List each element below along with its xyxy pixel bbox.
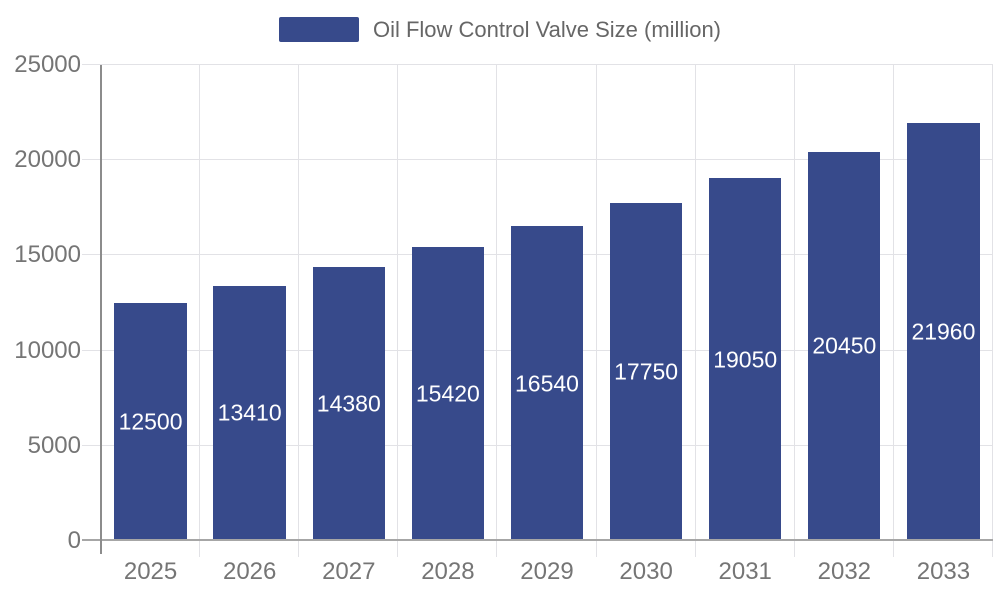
bar-slot: 15420 — [398, 65, 497, 541]
x-axis-labels: 2025 2026 2027 2028 2029 2030 2031 2032 2033 — [101, 556, 993, 590]
legend-label: Oil Flow Control Valve Size (million) — [372, 17, 721, 42]
bar-slot: 13410 — [200, 65, 299, 541]
bar-value-label: 20450 — [812, 332, 877, 359]
gridline-vertical — [496, 65, 498, 557]
x-axis-line — [82, 539, 993, 541]
gridline-vertical — [992, 65, 993, 557]
plot-area: 12500 13410 14380 15420 16540 17750 19050 20450… — [82, 64, 993, 557]
y-axis-tick-label: 25000 — [14, 51, 81, 78]
bar-2028: 15420 — [411, 247, 485, 541]
bar-2033: 21960 — [907, 122, 980, 541]
x-axis-tick-label: 2028 — [421, 558, 475, 585]
legend[interactable]: Oil Flow Control Valve Size (million) — [0, 17, 1000, 42]
bar-value-label: 12500 — [118, 408, 183, 435]
legend-swatch — [278, 17, 359, 42]
bar-2031: 19050 — [709, 178, 782, 541]
x-axis-tick-label: 2027 — [322, 558, 376, 585]
y-axis-tick-label: 15000 — [14, 241, 81, 269]
gridline-vertical — [892, 65, 894, 557]
gridline-horizontal — [82, 64, 993, 65]
bar-slot: 16540 — [497, 65, 596, 541]
bar-slot: 19050 — [696, 65, 795, 541]
bar-value-label: 17750 — [614, 358, 679, 385]
x-axis-tick-label: 2030 — [619, 558, 673, 585]
bar-2030: 17750 — [609, 203, 683, 541]
gridline-horizontal — [82, 159, 993, 161]
y-axis-tick-label: 0 — [67, 527, 81, 554]
x-axis-tick-label: 2025 — [123, 558, 178, 585]
x-axis-tick-label: 2026 — [222, 558, 277, 585]
y-axis-labels: 0 5000 10000 15000 20000 25000 — [0, 0, 81, 600]
bar-value-label: 14380 — [316, 390, 381, 417]
bar-2027: 14380 — [312, 267, 385, 541]
gridline-vertical — [793, 65, 795, 557]
y-axis-tick-label: 10000 — [14, 336, 81, 364]
y-axis-tick-label: 5000 — [27, 431, 81, 459]
bar-slot: 20450 — [795, 65, 894, 541]
gridline-vertical — [595, 65, 597, 557]
bar-2026: 13410 — [213, 285, 286, 541]
gridline-vertical — [397, 65, 399, 557]
bar-slot: 12500 — [101, 65, 200, 541]
x-axis-tick-label: 2031 — [718, 558, 772, 585]
y-axis-line — [100, 65, 102, 554]
bar-value-label: 16540 — [515, 370, 579, 397]
gridline-vertical — [694, 65, 696, 557]
bar-slot: 17750 — [597, 65, 696, 541]
y-axis-tick-label: 20000 — [14, 146, 81, 174]
bar-value-label: 13410 — [217, 399, 282, 426]
bar-value-label: 21960 — [911, 318, 976, 345]
gridline-vertical — [199, 65, 201, 557]
bar-slot: 21960 — [894, 65, 993, 541]
gridline-vertical — [298, 65, 300, 557]
bar-value-label: 19050 — [713, 346, 778, 373]
x-axis-tick-label: 2029 — [520, 558, 574, 585]
x-axis-tick-label: 2032 — [817, 558, 872, 585]
bar-2029: 16540 — [510, 226, 584, 541]
bar-slot: 14380 — [299, 65, 398, 541]
x-axis-tick-label: 2033 — [916, 558, 971, 585]
bar-2025: 12500 — [114, 303, 187, 541]
bar-value-label: 15420 — [415, 380, 480, 407]
bar-2032: 20450 — [808, 151, 881, 541]
